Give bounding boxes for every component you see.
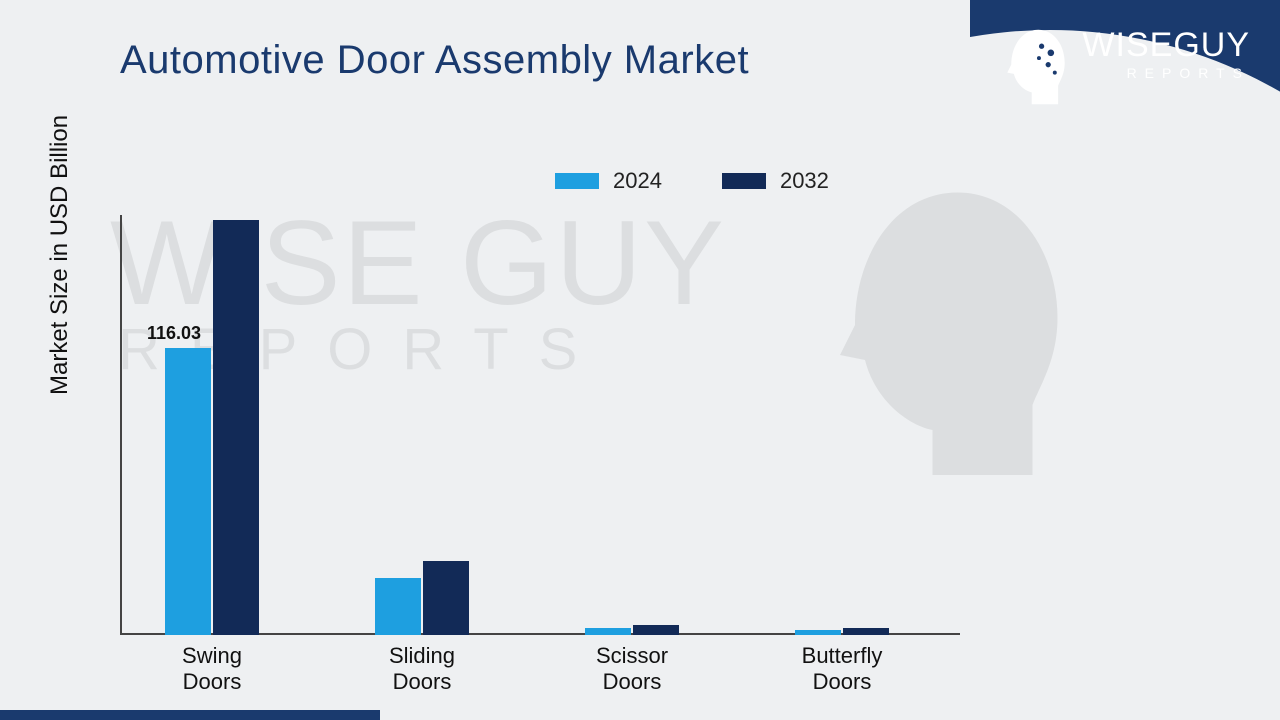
bar [585,628,631,635]
brand-logo-line1: WISEGUY [1082,28,1250,64]
bar-group: ScissorDoors [585,625,679,635]
bottom-accent-bar [0,710,380,720]
legend-label-2032: 2032 [780,168,829,194]
category-label: SwingDoors [182,643,242,696]
brand-head-icon [1002,26,1068,106]
y-axis-line [120,215,122,635]
legend-swatch-2032 [722,173,766,189]
bar [843,628,889,635]
legend-item-2024: 2024 [555,168,662,194]
bar-chart: SwingDoors SlidingDoors ScissorDoors Butter… [120,215,960,635]
brand-logo-line2: REPORTS [1082,66,1250,81]
bar [213,220,259,635]
bar-value-label: 116.03 [147,323,201,344]
bar [795,630,841,635]
legend-label-2024: 2024 [613,168,662,194]
category-label: SlidingDoors [389,643,455,696]
legend-swatch-2024 [555,173,599,189]
category-label: ScissorDoors [596,643,668,696]
brand-logo: WISEGUY REPORTS [1082,28,1250,80]
y-axis-label: Market Size in USD Billion [46,115,74,395]
legend: 2024 2032 [555,168,829,194]
category-label: ButterflyDoors [802,643,883,696]
bar-group: SlidingDoors [375,561,469,635]
chart-canvas: WISE GUY REPORTS Automotive Door Assembl… [0,0,1280,720]
bar-group: ButterflyDoors [795,628,889,635]
bar [165,348,211,635]
bar [375,578,421,635]
bar [423,561,469,635]
chart-title: Automotive Door Assembly Market [120,38,749,83]
bar-group: SwingDoors [165,220,259,635]
bar [633,625,679,635]
legend-item-2032: 2032 [722,168,829,194]
